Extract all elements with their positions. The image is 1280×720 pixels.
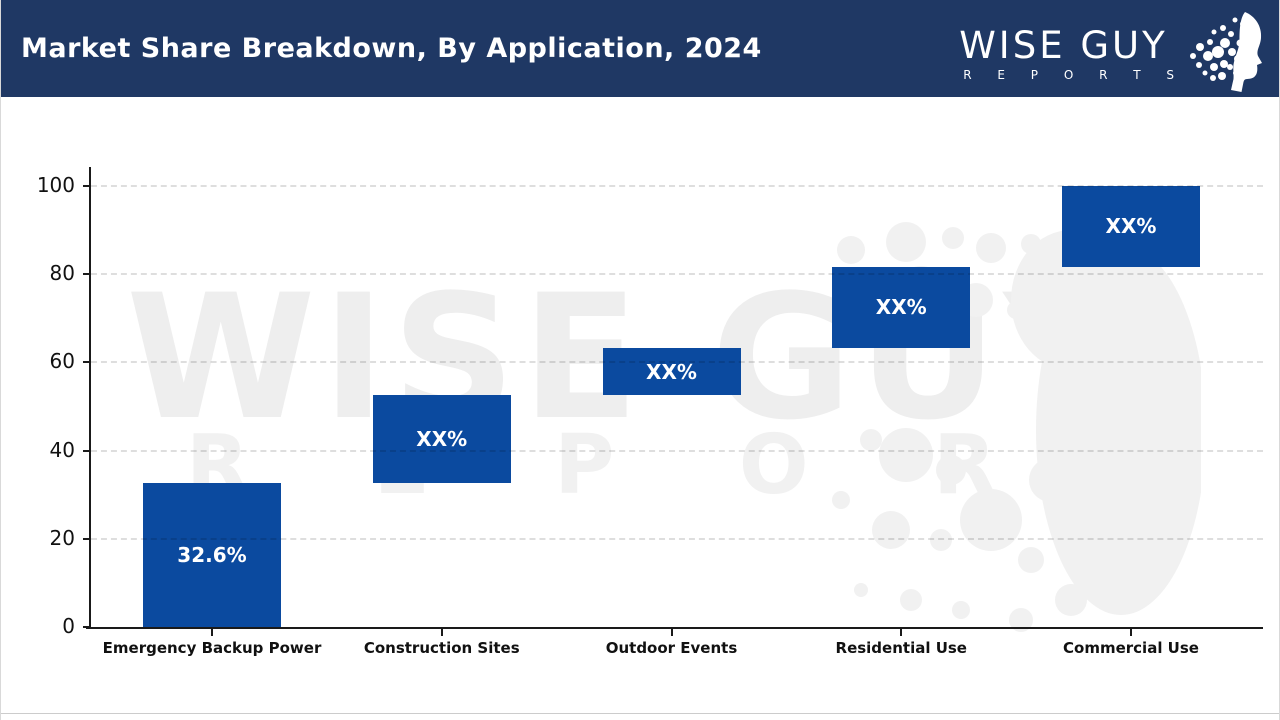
category-label: Residential Use xyxy=(835,639,967,657)
chart-bar xyxy=(372,395,511,484)
x-axis-line xyxy=(86,627,1263,629)
y-tick-label: 0 xyxy=(62,614,75,638)
chart-bar xyxy=(1062,186,1200,267)
y-tick-mark xyxy=(83,626,90,628)
category-label: Outdoor Events xyxy=(605,639,738,657)
bar-value-label: XX% xyxy=(875,295,927,320)
gridline xyxy=(91,185,1263,187)
logo-name: WISE GUY xyxy=(959,23,1168,67)
x-tick-mark xyxy=(1130,629,1132,636)
logo-subtitle: R E P O R T S xyxy=(963,67,1185,82)
x-tick-mark xyxy=(440,629,443,636)
bottom-divider xyxy=(1,713,1279,714)
x-tick-mark xyxy=(900,629,903,636)
category-label: Emergency Backup Power xyxy=(102,639,322,657)
x-tick-mark xyxy=(211,629,213,636)
y-tick-label: 20 xyxy=(49,525,75,550)
y-tick-mark xyxy=(83,449,90,452)
gridline xyxy=(91,361,1263,364)
y-tick-mark xyxy=(83,361,90,364)
bar-value-label: XX% xyxy=(646,359,697,384)
gridline xyxy=(91,537,1263,540)
header-band: Market Share Breakdown, By Application, … xyxy=(1,0,1279,98)
y-tick-label: 100 xyxy=(36,173,75,197)
logo-text: WISE GUY R E P O R T S xyxy=(959,27,1185,82)
y-tick-label: 80 xyxy=(49,261,75,286)
chart-bar xyxy=(143,483,281,627)
bar-value-label: 32.6% xyxy=(177,543,247,568)
bar-value-label: XX% xyxy=(416,427,468,452)
category-label: Construction Sites xyxy=(363,639,520,657)
category-label: Commercial Use xyxy=(1063,639,1199,657)
page-title: Market Share Breakdown, By Application, … xyxy=(21,33,762,64)
x-tick-mark xyxy=(670,629,673,636)
y-tick-label: 60 xyxy=(49,349,75,374)
gridline xyxy=(91,449,1263,452)
y-axis-line xyxy=(89,167,91,629)
y-tick-mark xyxy=(83,273,90,276)
y-tick-mark xyxy=(83,537,90,540)
chart-bar xyxy=(832,266,971,349)
logo-head-icon xyxy=(1187,10,1263,98)
y-tick-mark xyxy=(83,185,90,187)
y-tick-label: 40 xyxy=(49,437,75,462)
gridline xyxy=(91,273,1263,276)
bar-value-label: XX% xyxy=(1105,214,1157,239)
chart-bar xyxy=(602,348,741,396)
wise-guy-logo: WISE GUY R E P O R T S xyxy=(959,10,1263,98)
